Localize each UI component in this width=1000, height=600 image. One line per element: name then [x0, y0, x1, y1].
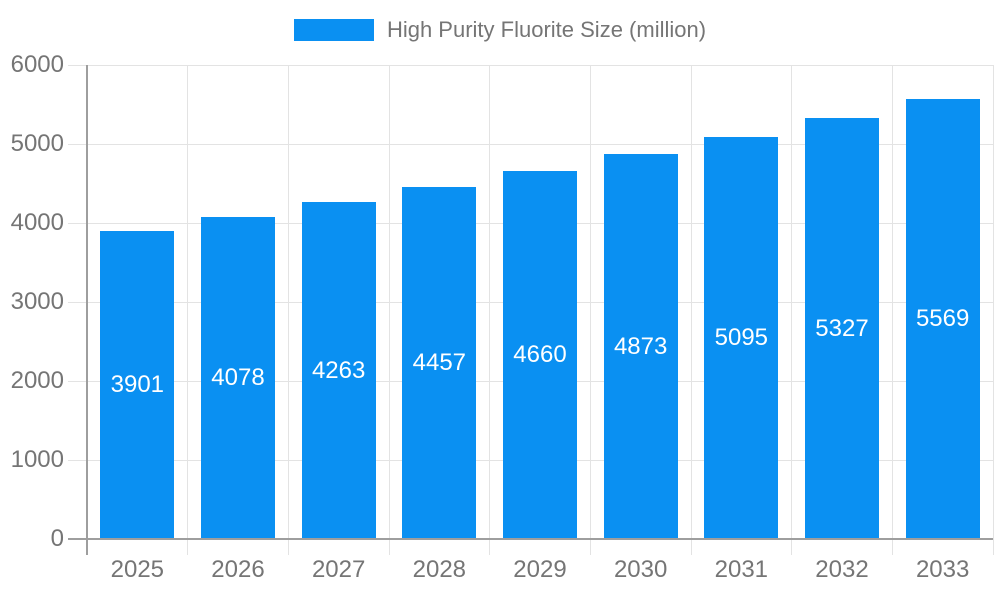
bar[interactable]: 4263	[301, 202, 376, 539]
v-gridline	[791, 65, 793, 539]
x-axis-tick	[489, 539, 491, 555]
x-axis-tick	[187, 539, 189, 555]
x-axis-tick-label: 2025	[110, 556, 165, 583]
y-axis-tick-label: 0	[50, 525, 64, 552]
y-axis-tick-label: 6000	[10, 51, 64, 78]
x-axis-tick-label: 2027	[311, 556, 366, 583]
bar[interactable]: 3901	[100, 230, 175, 539]
x-axis-tick	[791, 539, 793, 555]
bar-value-label: 5095	[714, 323, 769, 351]
v-gridline	[690, 65, 692, 539]
h-gridline	[68, 143, 993, 145]
x-axis-tick-label: 2028	[412, 556, 467, 583]
v-gridline	[992, 65, 994, 539]
bar[interactable]: 5095	[704, 136, 779, 539]
x-axis-tick-label: 2031	[714, 556, 769, 583]
v-gridline	[891, 65, 893, 539]
bar-value-label: 4263	[311, 356, 366, 384]
v-gridline	[187, 65, 189, 539]
x-axis-tick-label: 2026	[211, 556, 265, 583]
legend: High Purity Fluorite Size (million)	[0, 17, 1000, 43]
x-axis-tick	[388, 539, 390, 555]
bar-value-label: 4078	[211, 363, 265, 391]
x-axis-tick	[589, 539, 591, 555]
y-axis-tick-label: 4000	[10, 209, 64, 236]
bar[interactable]: 4078	[201, 216, 275, 539]
bar-value-label: 5327	[815, 314, 869, 342]
y-axis-tick-label: 1000	[10, 446, 64, 473]
x-axis-tick	[690, 539, 692, 555]
bar[interactable]: 4457	[402, 186, 477, 539]
v-gridline	[489, 65, 491, 539]
bar[interactable]: 4873	[603, 154, 678, 539]
x-axis-tick	[992, 539, 994, 555]
x-axis-tick	[891, 539, 893, 555]
x-axis-tick-label: 2030	[613, 556, 668, 583]
v-gridline	[388, 65, 390, 539]
bar-value-label: 3901	[110, 370, 165, 398]
x-axis-tick-label: 2029	[513, 556, 567, 583]
x-axis-line	[68, 538, 993, 540]
y-axis-tick-label: 5000	[10, 130, 64, 157]
plot-area: 3901 4078 4263 4457 4660 4873 5095 5327 5569	[68, 64, 994, 555]
bar-value-label: 4660	[513, 340, 567, 368]
legend-item[interactable]: High Purity Fluorite Size (million)	[293, 17, 707, 43]
legend-label: High Purity Fluorite Size (million)	[386, 17, 707, 42]
h-gridline	[68, 64, 993, 66]
bar[interactable]: 4660	[503, 170, 577, 539]
v-gridline	[287, 65, 289, 539]
y-axis-line	[86, 65, 88, 555]
x-axis-tick-label: 2033	[915, 556, 970, 583]
bar[interactable]: 5327	[805, 118, 879, 539]
bar[interactable]: 5569	[905, 99, 980, 539]
legend-swatch-icon	[293, 19, 374, 41]
bar-value-label: 4873	[613, 332, 668, 360]
y-axis-tick-label: 2000	[10, 367, 64, 394]
x-axis-tick	[287, 539, 289, 555]
x-axis-tick-label: 2032	[815, 556, 869, 583]
bar-value-label: 4457	[412, 348, 467, 376]
bar-value-label: 5569	[915, 305, 970, 333]
v-gridline	[589, 65, 591, 539]
y-axis-tick-label: 3000	[10, 288, 64, 315]
